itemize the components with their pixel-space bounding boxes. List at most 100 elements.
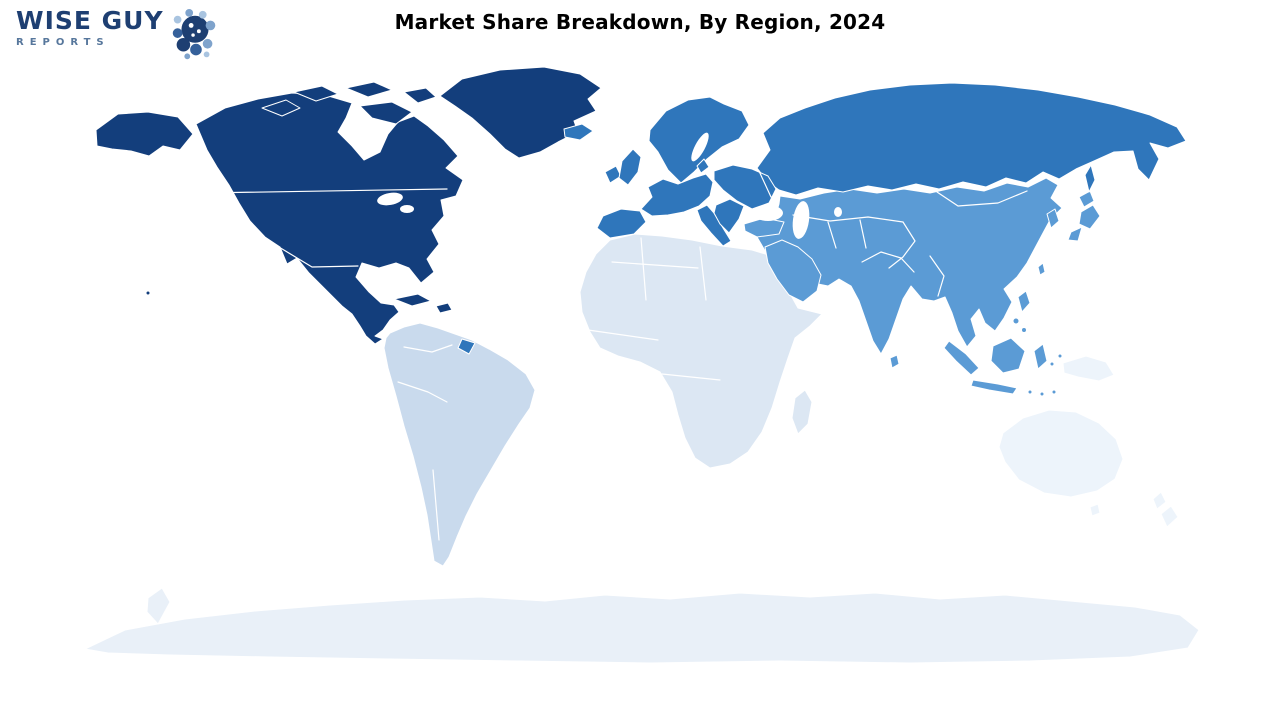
philippine-island <box>1021 327 1027 333</box>
sri-lanka <box>889 354 900 369</box>
arctic-island <box>403 87 437 104</box>
philippines <box>1017 290 1031 313</box>
border-venezuela <box>403 344 453 353</box>
baltic-sea <box>691 132 709 162</box>
region-group-oceania <box>998 355 1179 528</box>
logo-head-dot <box>188 22 194 28</box>
border-china-west <box>888 221 916 269</box>
aral-sea <box>834 207 842 217</box>
logo: WISE GUY REPORTS <box>16 6 224 66</box>
logo-head-dot <box>172 28 183 38</box>
japan-kyushu <box>1067 226 1083 242</box>
logo-head-dot <box>205 20 215 31</box>
iceland <box>563 123 594 141</box>
north-america-mainland <box>195 92 464 345</box>
border-chile-argentina <box>432 469 440 541</box>
australia <box>998 409 1124 498</box>
balkans <box>713 198 745 234</box>
arctic-island <box>261 99 301 117</box>
new-zealand-north <box>1152 491 1167 510</box>
border-sahel <box>587 329 659 341</box>
logo-wordmark: WISE GUY <box>16 6 164 35</box>
border-central-asia <box>827 221 837 249</box>
taiwan <box>1037 262 1046 276</box>
antarctic-peninsula <box>146 587 171 625</box>
hispaniola <box>435 302 453 314</box>
greenland <box>439 66 602 159</box>
logo-head-dot <box>183 53 190 60</box>
border-us-canada <box>202 188 448 194</box>
border-mongolia <box>936 190 1028 207</box>
indonesian-island <box>1027 389 1033 395</box>
philippine-island <box>1012 317 1020 325</box>
new-zealand-south <box>1160 505 1179 528</box>
border-central-asia-2 <box>859 219 867 249</box>
logo-head-dot <box>181 15 209 43</box>
border-india-north <box>861 251 915 273</box>
italy <box>696 204 732 247</box>
country-borders <box>202 170 1028 541</box>
logo-head-dot <box>202 38 212 49</box>
region-group-north-america <box>95 66 602 345</box>
south-america <box>383 322 536 567</box>
sumatra <box>943 340 980 376</box>
alaska <box>95 111 194 157</box>
border-sahara-3 <box>699 246 707 301</box>
region-group-south-america <box>383 322 536 567</box>
border-peru-brazil <box>397 381 448 403</box>
java <box>970 379 1018 395</box>
japan-honshu <box>1078 204 1101 230</box>
chart-title: Market Share Breakdown, By Region, 2024 <box>394 10 886 34</box>
border-central-africa <box>661 373 721 381</box>
maluku-island <box>1057 353 1063 359</box>
eastern-europe <box>713 164 777 210</box>
logo-head-dot <box>190 33 195 37</box>
ireland <box>604 165 622 184</box>
region-group-antarctica <box>84 587 1200 664</box>
sakhalin <box>1084 164 1096 193</box>
tasmania <box>1089 503 1101 517</box>
logo-head-icon <box>172 8 215 60</box>
logo-head-dot <box>189 43 202 56</box>
arabian-peninsula <box>764 239 822 303</box>
western-europe <box>640 173 714 217</box>
logo-head-dot <box>198 10 207 19</box>
logo-head-dot <box>176 37 190 52</box>
korea <box>1046 208 1060 229</box>
indonesian-island <box>1039 391 1045 397</box>
new-guinea <box>1062 355 1115 382</box>
turkey <box>743 217 785 238</box>
borneo <box>990 337 1026 374</box>
black-sea <box>753 205 783 221</box>
baffin-island <box>359 101 413 125</box>
japan-hokkaido <box>1078 190 1095 208</box>
french-guiana <box>457 338 476 355</box>
great-lakes-east <box>400 205 414 213</box>
hawaii <box>145 290 151 296</box>
africa-mainland <box>579 233 823 469</box>
logo-head-dot <box>203 51 210 58</box>
logo-head-dot <box>184 8 193 17</box>
arctic-island <box>293 85 339 102</box>
border-europe-russia <box>758 170 772 198</box>
iberia <box>596 208 647 239</box>
madagascar <box>791 389 813 435</box>
logo-text: WISE GUY REPORTS <box>16 6 164 49</box>
cuba <box>393 293 432 307</box>
logo-head-dot <box>173 15 182 24</box>
border-kazakhstan <box>792 214 904 223</box>
arctic-island <box>345 81 393 98</box>
logo-subtitle: REPORTS <box>16 37 110 49</box>
great-lakes <box>377 192 403 206</box>
indonesian-island <box>1051 389 1057 395</box>
caspian-sea <box>792 201 810 239</box>
logo-head-dot <box>196 29 201 34</box>
denmark <box>696 158 710 174</box>
border-sahara-2 <box>640 237 647 301</box>
region-group-africa <box>579 233 823 469</box>
region-group-asia <box>743 177 1101 397</box>
russia <box>756 82 1187 196</box>
water-bodies <box>377 132 842 239</box>
